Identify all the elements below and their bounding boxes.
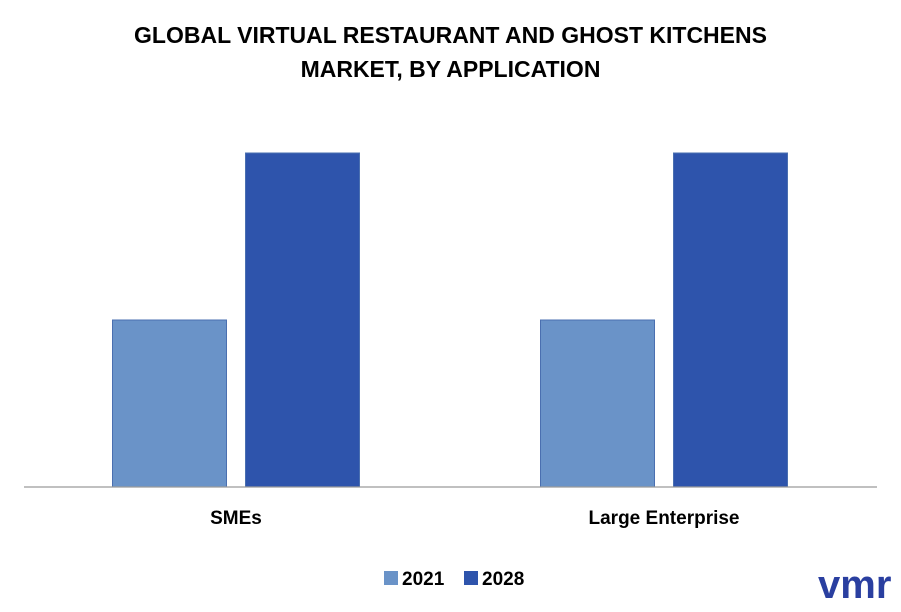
x-tick-labels: SMEs Large Enterprise — [210, 508, 739, 529]
bar-large-enterprise-2028 — [673, 152, 788, 488]
bars-group — [112, 152, 788, 488]
x-tick-label: Large Enterprise — [589, 508, 740, 529]
bar-smes-2028 — [245, 152, 360, 488]
legend: 2021 2028 — [384, 569, 524, 590]
vmr-logo-icon: vmr — [818, 566, 891, 606]
logo-text: vmr — [818, 566, 891, 606]
legend-label-2021: 2021 — [402, 569, 445, 590]
chart-title-line-2: MARKET, BY APPLICATION — [300, 56, 601, 82]
chart-title-line-1: GLOBAL VIRTUAL RESTAURANT AND GHOST KITC… — [134, 22, 767, 48]
bar-large-enterprise-2021 — [540, 319, 655, 488]
x-tick-label: SMEs — [210, 508, 262, 529]
legend-swatch-2021 — [384, 571, 398, 585]
chart-title: GLOBAL VIRTUAL RESTAURANT AND GHOST KITC… — [0, 18, 901, 86]
legend-swatch-2028 — [464, 571, 478, 585]
bar-smes-2021 — [112, 319, 227, 488]
legend-label-2028: 2028 — [482, 569, 524, 590]
